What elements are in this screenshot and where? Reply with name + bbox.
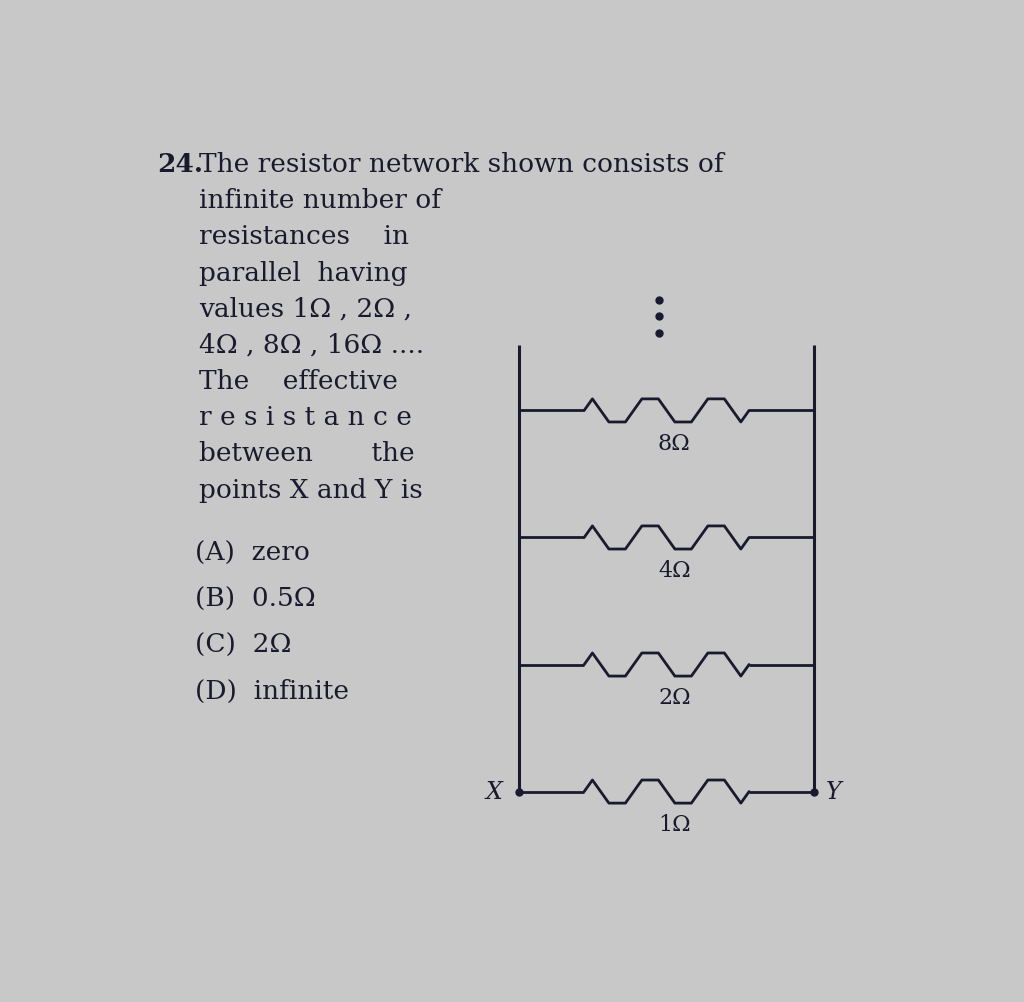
Text: infinite number of: infinite number of bbox=[200, 188, 441, 212]
Text: (B)  0.5Ω: (B) 0.5Ω bbox=[196, 586, 316, 611]
Text: (C)  2Ω: (C) 2Ω bbox=[196, 632, 292, 657]
Text: (D)  infinite: (D) infinite bbox=[196, 678, 349, 703]
Text: 1Ω: 1Ω bbox=[658, 814, 690, 836]
Text: parallel  having: parallel having bbox=[200, 261, 408, 286]
Text: resistances    in: resistances in bbox=[200, 224, 410, 249]
Text: points X and Y is: points X and Y is bbox=[200, 477, 423, 502]
Text: 8Ω: 8Ω bbox=[658, 433, 691, 455]
Text: 4Ω , 8Ω , 16Ω ....: 4Ω , 8Ω , 16Ω .... bbox=[200, 333, 424, 358]
Text: 24.: 24. bbox=[158, 151, 204, 176]
Text: X: X bbox=[485, 781, 503, 804]
Text: 4Ω: 4Ω bbox=[658, 559, 690, 581]
Text: r e s i s t a n c e: r e s i s t a n c e bbox=[200, 405, 413, 430]
Text: The resistor network shown consists of: The resistor network shown consists of bbox=[200, 151, 724, 176]
Text: The    effective: The effective bbox=[200, 369, 398, 394]
Text: 2Ω: 2Ω bbox=[658, 686, 690, 708]
Text: values 1Ω , 2Ω ,: values 1Ω , 2Ω , bbox=[200, 297, 413, 322]
Text: Y: Y bbox=[825, 781, 841, 804]
Text: (A)  zero: (A) zero bbox=[196, 540, 310, 565]
Text: between       the: between the bbox=[200, 441, 415, 466]
